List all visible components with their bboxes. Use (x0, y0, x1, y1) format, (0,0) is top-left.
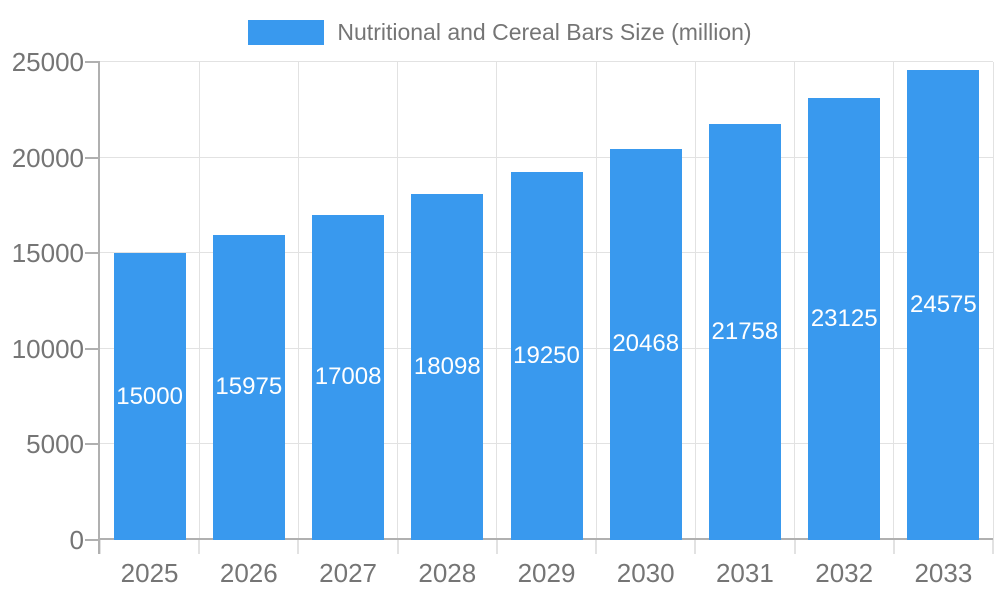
bar-2031[interactable] (708, 124, 781, 540)
chart-legend[interactable]: Nutritional and Cereal Bars Size (millio… (0, 17, 1000, 47)
x-tick (495, 540, 498, 554)
x-gridline (595, 62, 597, 540)
bar-2030[interactable] (609, 148, 682, 540)
x-tick (198, 540, 201, 554)
bar-value-label: 15000 (116, 382, 183, 410)
x-tick (793, 540, 796, 554)
x-tick (992, 540, 994, 554)
x-gridline (893, 62, 895, 540)
x-tick (396, 540, 399, 554)
y-tick-label: 5000 (26, 429, 84, 460)
bar-2028[interactable] (411, 194, 484, 540)
x-tick-label: 2031 (715, 558, 774, 588)
bar-2027[interactable] (312, 214, 385, 540)
x-tick (595, 540, 598, 554)
y-tick (85, 252, 100, 255)
bar-2026[interactable] (212, 234, 285, 540)
x-gridline (496, 62, 498, 540)
x-tick-label: 2029 (517, 558, 576, 588)
y-gridline (100, 61, 993, 62)
x-gridline (794, 62, 796, 540)
x-tick-label: 2033 (914, 558, 973, 588)
x-tick (99, 540, 101, 554)
bar-2032[interactable] (808, 97, 881, 540)
bar-value-label: 15975 (215, 373, 283, 401)
x-tick-label: 2027 (319, 558, 378, 588)
x-gridline (992, 62, 994, 540)
x-gridline (198, 62, 200, 540)
x-tick-label: 2028 (418, 558, 477, 588)
x-gridline (694, 62, 696, 540)
x-tick-label: 2025 (120, 558, 179, 588)
bar-value-label: 24575 (910, 291, 977, 319)
bar-value-label: 17008 (314, 363, 382, 391)
x-tick-label: 2026 (219, 558, 278, 588)
x-gridline (397, 62, 399, 540)
y-tick-label: 0 (69, 525, 84, 555)
bar-2033[interactable] (907, 70, 980, 540)
bar-value-label: 23125 (810, 304, 878, 332)
x-gridline (297, 62, 299, 540)
y-axis-line (98, 62, 100, 554)
legend-swatch (248, 19, 325, 45)
y-tick-label: 15000 (11, 238, 84, 269)
bar-value-label: 21758 (711, 318, 779, 345)
bar-value-label: 19250 (513, 342, 580, 369)
y-tick-label: 25000 (11, 47, 84, 77)
x-tick (297, 540, 300, 554)
y-tick (85, 539, 100, 541)
x-tick-label: 2032 (815, 558, 874, 588)
x-tick (694, 540, 697, 554)
bar-value-label: 20468 (612, 330, 680, 358)
x-tick-label: 2030 (616, 558, 675, 588)
x-tick (892, 540, 895, 554)
y-tick (85, 156, 100, 159)
bar-2025[interactable] (113, 253, 186, 540)
y-tick (85, 347, 100, 350)
y-tick-label: 20000 (11, 142, 84, 173)
y-tick (85, 443, 100, 446)
legend-label: Nutritional and Cereal Bars Size (millio… (337, 18, 752, 45)
bar-value-label: 18098 (413, 353, 481, 380)
bar-2029[interactable] (510, 171, 583, 540)
y-tick-label: 10000 (11, 333, 84, 364)
y-tick (85, 61, 100, 63)
y-gridline (100, 156, 993, 158)
